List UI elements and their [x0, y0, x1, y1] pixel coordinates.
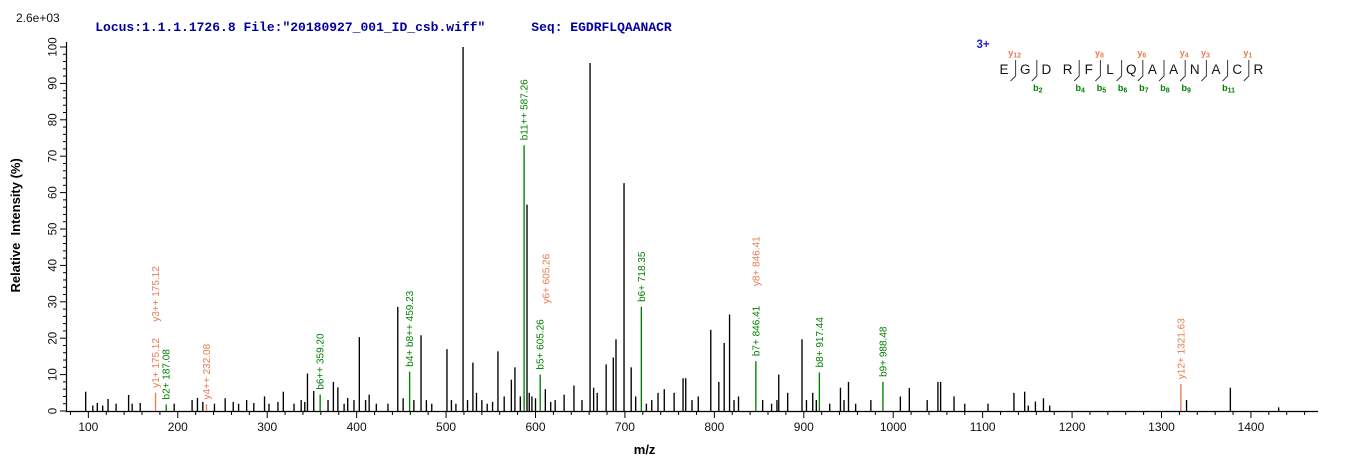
cleavage-mark [1095, 60, 1101, 82]
x-tick-label: 1000 [880, 420, 907, 434]
x-tick-label: 200 [168, 420, 188, 434]
y-tick-label: 0 [48, 408, 60, 414]
cleavage-mark [1179, 60, 1186, 82]
peak-annotation: b7+ 846.41 [751, 305, 762, 356]
residue-letter: A [1211, 62, 1220, 77]
x-tick-label: 1400 [1238, 420, 1265, 434]
fragment-ion-label: y8 [1095, 48, 1104, 60]
axes: 100 200 300 400 500 600 700 800 900 1000 1100 1200 1… [8, 37, 1318, 457]
x-tick-label: 400 [347, 420, 367, 434]
fragment-ion-label: b11 [1222, 83, 1235, 95]
peak-annotation: b9+ 988.48 [878, 326, 889, 377]
header: Locus:1.1.1.1726.8 File:"20180927_001_ID… [64, 5, 672, 50]
y-tick-label: 90 [48, 77, 60, 90]
fragment-ion-label: y3 [1201, 48, 1210, 60]
cleavage-mark [1116, 60, 1123, 82]
y-tick-label: 80 [48, 113, 60, 126]
x-tick-label: 800 [704, 420, 724, 434]
x-tick-label: 1100 [970, 420, 996, 434]
x-tick-label: 600 [525, 420, 545, 434]
peak-annotations: y1+ 175.12 y3++ 175.12 b2+ 187.08 y4++ 232.… [151, 79, 1187, 400]
peak-annotation: y8+ 846.41 [751, 236, 762, 286]
intensity-scale-label: 2.6e+03 [16, 11, 60, 25]
x-tick-label: 100 [78, 420, 98, 434]
fragment-ion-label: b8 [1160, 83, 1170, 95]
y-tick-label: 40 [48, 259, 60, 272]
residue-letter: Q [1126, 62, 1137, 77]
fragment-ion-label: b9 [1181, 83, 1191, 95]
x-axis-label: m/z [634, 442, 656, 457]
precursor-charge: 3+ [976, 39, 989, 51]
residue-letter: R [1063, 62, 1073, 77]
fragment-ion-label: y4 [1180, 48, 1189, 60]
cleavage-mark [1031, 60, 1038, 82]
spectrum-peaks [84, 47, 1280, 411]
residue-letter: G [1020, 62, 1031, 77]
peak-annotation: y6+ 605.26 [542, 253, 553, 303]
y-tick-label: 10 [48, 368, 60, 381]
x-tick-label: 1300 [1148, 420, 1175, 434]
sequence-text: Seq: EGDRFLQAANACR [531, 20, 672, 35]
cleavage-mark [1158, 60, 1165, 82]
fragment-ion-label: b4 [1075, 83, 1085, 95]
peak-annotation: b11++ 587.26 [520, 79, 531, 140]
residue-letter: D [1042, 62, 1052, 77]
residue-letter: N [1190, 62, 1200, 77]
fragment-ion-label: b6 [1118, 83, 1128, 95]
peak-annotation: y1+ 175.12 [151, 338, 162, 388]
residue-letter: A [1169, 62, 1178, 77]
fragment-ion-label: b2 [1033, 83, 1043, 95]
fragment-ion-label: b7 [1139, 83, 1149, 95]
x-tick-label: 500 [436, 420, 456, 434]
y-tick-label: 70 [48, 150, 60, 163]
peak-annotation: b6+ 718.35 [637, 251, 648, 302]
fragment-ion-label: b5 [1097, 83, 1107, 95]
y-tick-label: 60 [48, 186, 60, 199]
peak-annotation: b6++ 359.20 [316, 333, 327, 390]
residue-letter: C [1232, 62, 1242, 77]
peak-annotation: y3++ 175.12 [151, 266, 162, 322]
cleavage-mark [1137, 60, 1144, 82]
residue-letter: A [1148, 62, 1157, 77]
cleavage-mark [1010, 60, 1017, 82]
y-axis-label: Relative Intensity (%) [8, 158, 23, 292]
x-tick-label: 1200 [1059, 420, 1086, 434]
cleavage-mark [1073, 60, 1080, 82]
x-tick-label: 300 [257, 420, 277, 434]
residue-letter: E [999, 62, 1008, 77]
fragment-ion-label: y12 [1008, 48, 1021, 60]
peak-annotation: y12+ 1321.63 [1176, 318, 1187, 379]
peak-annotation: b5+ 605.26 [536, 319, 547, 370]
cleavage-mark [1222, 60, 1229, 82]
cleavage-mark [1243, 60, 1250, 82]
cleavage-mark [1201, 60, 1207, 82]
residue-letter: R [1254, 62, 1264, 77]
residue-letter: F [1085, 62, 1093, 77]
peak-annotation: y4++ 232.08 [202, 343, 213, 399]
locus-file-text: Locus:1.1.1.1726.8 File:"20180927_001_ID… [95, 20, 486, 35]
y-tick-label: 20 [48, 332, 60, 345]
fragment-ion-label: y1 [1243, 48, 1252, 60]
peak-annotation: b8+ 917.44 [815, 317, 826, 368]
x-tick-label: 900 [794, 420, 814, 434]
y-tick-label: 100 [48, 37, 60, 56]
y-tick-label: 30 [48, 295, 60, 308]
x-tick-label: 700 [615, 420, 635, 434]
peak-annotation: b2+ 187.08 [162, 349, 173, 400]
peak-annotation: b4+ b8++ 459.23 [405, 290, 416, 366]
y-tick-label: 50 [48, 223, 60, 236]
residue-letter: L [1106, 62, 1114, 77]
fragment-ion-label: y6 [1137, 48, 1146, 60]
